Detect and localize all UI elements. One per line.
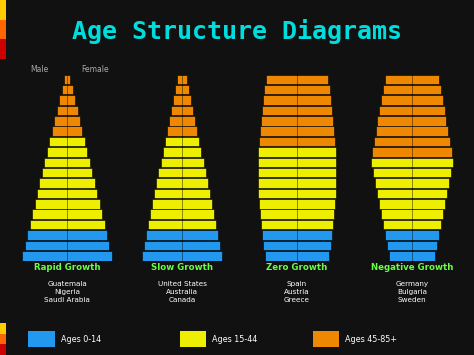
Bar [25, 241, 109, 250]
Bar [59, 95, 75, 105]
Bar [156, 178, 208, 188]
Bar [22, 251, 112, 261]
Bar [258, 158, 336, 167]
Bar [373, 168, 451, 178]
Bar [54, 116, 80, 126]
Bar [146, 230, 218, 240]
Bar [258, 168, 336, 178]
Text: Guatemala
Nigeria
Saudi Arabia: Guatemala Nigeria Saudi Arabia [44, 281, 90, 303]
Bar [379, 106, 445, 115]
Text: Rapid Growth: Rapid Growth [34, 263, 100, 272]
Bar [47, 147, 87, 157]
Bar [258, 189, 336, 198]
Bar [0, 323, 6, 334]
Bar [152, 199, 212, 209]
Bar [144, 241, 220, 250]
Bar [377, 116, 447, 126]
Bar [56, 106, 78, 115]
Text: Age Structure Diagrams: Age Structure Diagrams [72, 19, 402, 44]
Bar [35, 199, 100, 209]
Bar [28, 331, 55, 347]
Bar [177, 75, 187, 84]
Bar [264, 241, 331, 250]
Bar [383, 220, 441, 229]
Text: Female: Female [81, 65, 109, 73]
Bar [260, 209, 334, 219]
Bar [261, 116, 333, 126]
Text: Zero Growth: Zero Growth [266, 263, 328, 272]
Bar [259, 137, 335, 146]
Bar [32, 209, 102, 219]
Bar [262, 106, 332, 115]
Bar [385, 230, 438, 240]
Bar [171, 106, 193, 115]
Text: Germany
Bulgaria
Sweden: Germany Bulgaria Sweden [395, 281, 428, 303]
Bar [260, 126, 334, 136]
Bar [371, 158, 453, 167]
Bar [259, 199, 335, 209]
Bar [161, 158, 203, 167]
Bar [64, 75, 70, 84]
Text: Ages 0-14: Ages 0-14 [61, 334, 101, 344]
Bar [387, 241, 437, 250]
Bar [377, 189, 447, 198]
Bar [263, 95, 331, 105]
Bar [383, 85, 441, 94]
Bar [374, 137, 450, 146]
Bar [389, 251, 435, 261]
Bar [150, 209, 214, 219]
Text: Spain
Austria
Greece: Spain Austria Greece [284, 281, 310, 303]
Bar [62, 85, 73, 94]
Bar [0, 39, 6, 59]
Bar [375, 178, 448, 188]
Bar [381, 95, 443, 105]
Bar [158, 168, 206, 178]
Bar [167, 126, 197, 136]
Bar [37, 189, 97, 198]
Bar [148, 220, 216, 229]
Bar [0, 20, 6, 39]
Bar [258, 147, 336, 157]
Bar [0, 344, 6, 355]
Bar [258, 178, 336, 188]
Bar [169, 116, 195, 126]
Bar [0, 334, 6, 344]
Bar [52, 126, 82, 136]
Bar [163, 147, 201, 157]
Bar [264, 85, 330, 94]
Bar [39, 178, 95, 188]
Bar [375, 126, 448, 136]
Bar [372, 147, 452, 157]
Bar [27, 230, 107, 240]
Bar [262, 230, 332, 240]
Bar [49, 137, 85, 146]
Bar [313, 331, 339, 347]
Bar [265, 75, 328, 84]
Bar [385, 75, 439, 84]
Bar [379, 199, 445, 209]
Bar [381, 209, 443, 219]
Text: United States
Australia
Canada: United States Australia Canada [157, 281, 207, 303]
Bar [0, 0, 6, 20]
Text: Ages 15-44: Ages 15-44 [212, 334, 257, 344]
Bar [175, 85, 189, 94]
Bar [264, 251, 329, 261]
Bar [142, 251, 222, 261]
Bar [29, 220, 105, 229]
Bar [261, 220, 333, 229]
Bar [155, 189, 210, 198]
Bar [42, 168, 92, 178]
Bar [173, 95, 191, 105]
Text: Slow Growth: Slow Growth [151, 263, 213, 272]
Text: Male: Male [30, 65, 49, 73]
Bar [180, 331, 206, 347]
Bar [165, 137, 200, 146]
Text: Negative Growth: Negative Growth [371, 263, 453, 272]
Text: Ages 45-85+: Ages 45-85+ [345, 334, 397, 344]
Bar [45, 158, 90, 167]
